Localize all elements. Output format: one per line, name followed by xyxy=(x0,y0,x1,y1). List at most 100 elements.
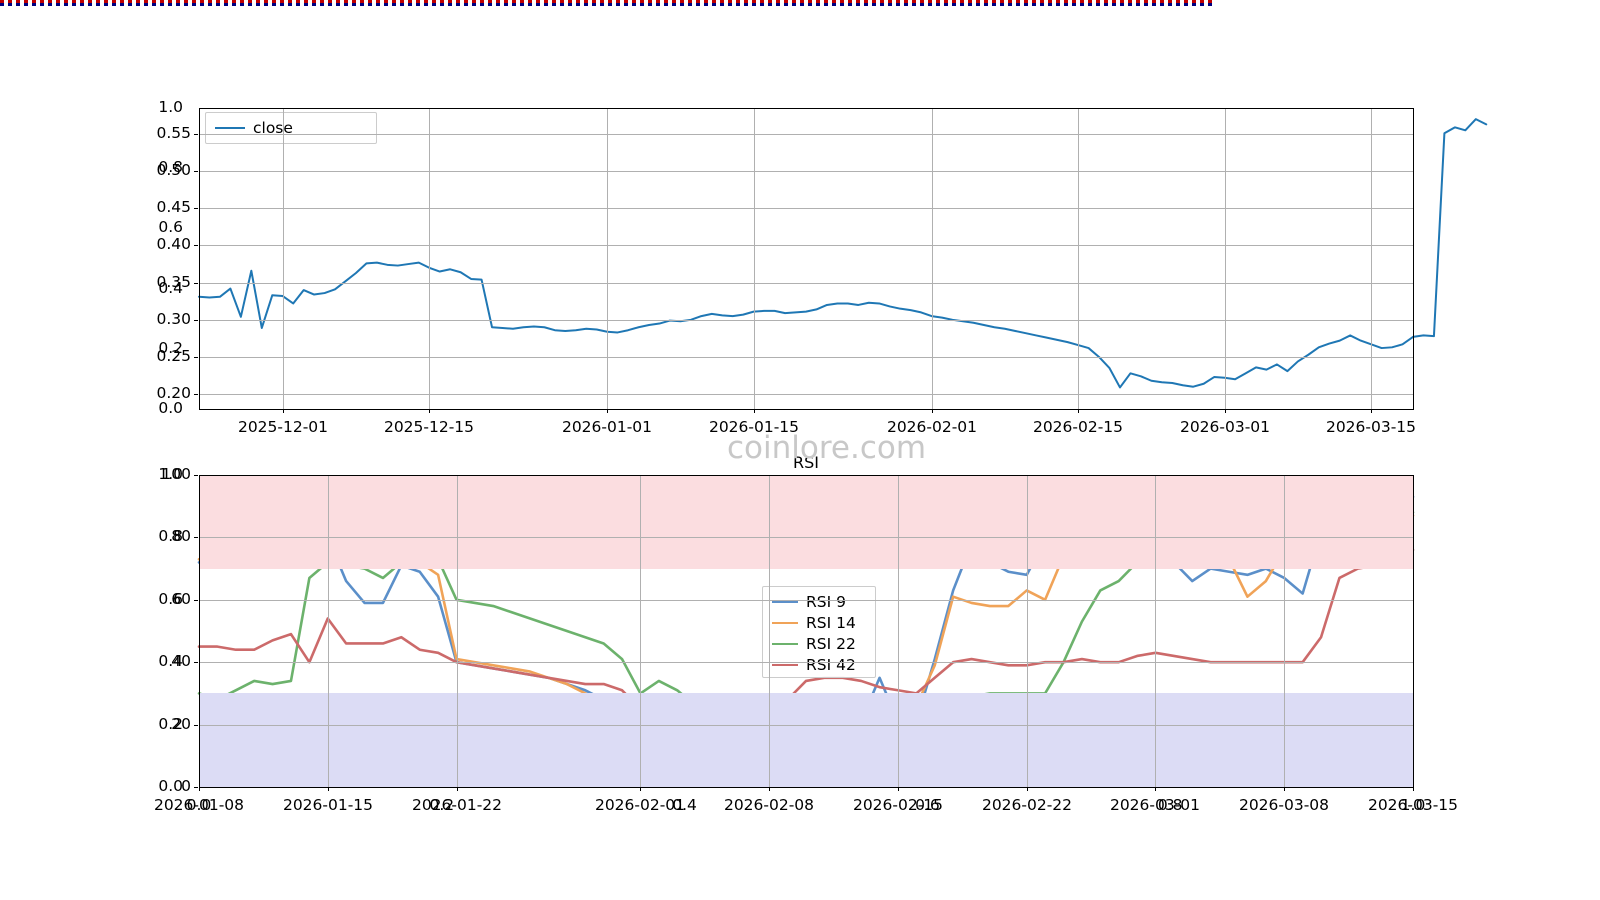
rsi-xtick-label: 2026-01-08 xyxy=(153,796,245,814)
rsi-legend-item[interactable]: RSI 9 xyxy=(763,591,875,612)
price-xtick-label: 2026-01-01 xyxy=(561,418,653,436)
rsi-xtick-mark xyxy=(457,787,458,791)
price-ytick-label-secondary: 0.6 xyxy=(158,218,183,237)
price-ytick-label: 0.20 xyxy=(156,384,191,402)
rsi-axis-left xyxy=(199,475,200,788)
legend-line-swatch xyxy=(772,642,798,645)
rsi-gridline-v xyxy=(1284,475,1285,787)
price-ytick-label: 0.45 xyxy=(156,198,191,216)
rsi-xtick-mark xyxy=(1413,787,1414,791)
price-ytick-mark xyxy=(194,283,198,284)
price-ytick-mark xyxy=(194,320,198,321)
rsi-xtick-mark xyxy=(1155,787,1156,791)
price-gridline-h xyxy=(199,245,1413,246)
rsi-xtick-label: 2026-02-22 xyxy=(981,796,1073,814)
rsi-legend-item[interactable]: RSI 42 xyxy=(763,654,875,675)
rsi-ytick-label-secondary: 0.6 xyxy=(158,589,183,608)
rsi-xtick-label-secondary: 0.0 xyxy=(186,796,212,814)
price-gridline-h xyxy=(199,134,1413,135)
rsi-ytick-label: 80 xyxy=(171,527,191,545)
rsi-legend-label: RSI 42 xyxy=(806,655,856,674)
rsi-gridline-v xyxy=(328,475,329,787)
price-axis-bottom xyxy=(199,409,1414,410)
rsi-zone-overbought xyxy=(199,475,1413,569)
rsi-legend-label: RSI 14 xyxy=(806,613,856,632)
price-ytick-label: 0.35 xyxy=(156,273,191,291)
rsi-axis-top xyxy=(199,475,1414,476)
rsi-xtick-mark xyxy=(199,787,200,791)
price-xtick-label: 2026-03-15 xyxy=(1325,418,1417,436)
rsi-zone-oversold xyxy=(199,693,1413,787)
rsi-gridline-v xyxy=(640,475,641,787)
rsi-ytick-mark xyxy=(194,787,198,788)
price-xtick-mark xyxy=(1078,409,1079,413)
price-axis-left xyxy=(199,108,200,410)
price-ytick-label: 0.25 xyxy=(156,347,191,365)
price-gridline-v xyxy=(1078,108,1079,409)
price-legend[interactable]: close xyxy=(205,112,377,144)
rsi-legend-item[interactable]: RSI 22 xyxy=(763,633,875,654)
price-ytick-mark xyxy=(194,245,198,246)
rsi-ytick-label-secondary: 0.4 xyxy=(158,652,183,671)
price-gridline-v xyxy=(607,108,608,409)
rsi-xtick-label-secondary: 0.6 xyxy=(915,796,940,814)
rsi-gridline-h xyxy=(199,600,1413,601)
rsi-xtick-mark xyxy=(640,787,641,791)
rsi-ytick-mark xyxy=(194,725,198,726)
rsi-ytick-label: 20 xyxy=(171,715,191,733)
rsi-ytick-label-secondary: 1.0 xyxy=(158,465,183,483)
rsi-xtick-label: 2026-01-22 xyxy=(411,796,503,814)
price-chart-panel: close xyxy=(198,112,1488,389)
rsi-panel-title: RSI xyxy=(793,453,819,472)
rsi-xtick-mark xyxy=(328,787,329,791)
legend-line-swatch xyxy=(772,663,798,666)
price-ytick-label: 0.55 xyxy=(156,124,191,142)
rsi-legend-label: RSI 9 xyxy=(806,592,846,611)
rsi-ytick-label: 0 xyxy=(181,777,191,795)
price-legend-item[interactable]: close xyxy=(206,116,376,140)
price-gridline-h xyxy=(199,208,1413,209)
price-legend-label: close xyxy=(253,119,293,137)
price-xtick-label: 2025-12-01 xyxy=(237,418,329,436)
rsi-hline-overbought-threshold xyxy=(0,0,1214,3)
rsi-gridline-h xyxy=(199,725,1413,726)
rsi-gridline-v xyxy=(457,475,458,787)
price-xtick-mark xyxy=(1371,409,1372,413)
rsi-ytick-mark xyxy=(194,475,198,476)
rsi-ytick-label: 40 xyxy=(171,652,191,670)
rsi-xtick-mark xyxy=(1284,787,1285,791)
price-xtick-label: 2026-02-01 xyxy=(886,418,978,436)
rsi-ytick-mark xyxy=(194,600,198,601)
rsi-ytick-mark xyxy=(194,537,198,538)
rsi-xtick-label: 2026-03-08 xyxy=(1238,796,1330,814)
coinlore-watermark: coinlore.com xyxy=(727,430,927,466)
rsi-xtick-label: 2026-03-01 xyxy=(1109,796,1201,814)
price-gridline-h xyxy=(199,357,1413,358)
price-ytick-label: 0.40 xyxy=(156,235,191,253)
price-xtick-label: 2025-12-15 xyxy=(383,418,475,436)
price-ytick-label-secondary: 0.0 xyxy=(158,399,183,417)
rsi-gridline-v xyxy=(898,475,899,787)
price-xtick-mark xyxy=(932,409,933,413)
price-gridline-v xyxy=(429,108,430,409)
rsi-axis-right xyxy=(1413,475,1414,788)
price-xtick-mark xyxy=(283,409,284,413)
rsi-ytick-label-secondary: 0.8 xyxy=(158,527,183,546)
rsi-ytick-label-secondary: 0.0 xyxy=(158,777,183,795)
price-xtick-mark xyxy=(429,409,430,413)
rsi-ytick-mark xyxy=(194,662,198,663)
rsi-gridline-v xyxy=(1155,475,1156,787)
rsi-gridline-v xyxy=(769,475,770,787)
rsi-xtick-label-secondary: 1.0 xyxy=(1400,796,1426,814)
rsi-legend-item[interactable]: RSI 14 xyxy=(763,612,875,633)
price-gridline-v xyxy=(754,108,755,409)
price-gridline-h xyxy=(199,171,1413,172)
price-ytick-mark xyxy=(194,357,198,358)
price-gridline-v xyxy=(932,108,933,409)
price-xtick-label: 2026-03-01 xyxy=(1179,418,1271,436)
rsi-xtick-label: 2026-03-15 xyxy=(1367,796,1459,814)
price-gridline-h xyxy=(199,283,1413,284)
rsi-axis-bottom xyxy=(199,787,1414,788)
price-gridline-v xyxy=(283,108,284,409)
